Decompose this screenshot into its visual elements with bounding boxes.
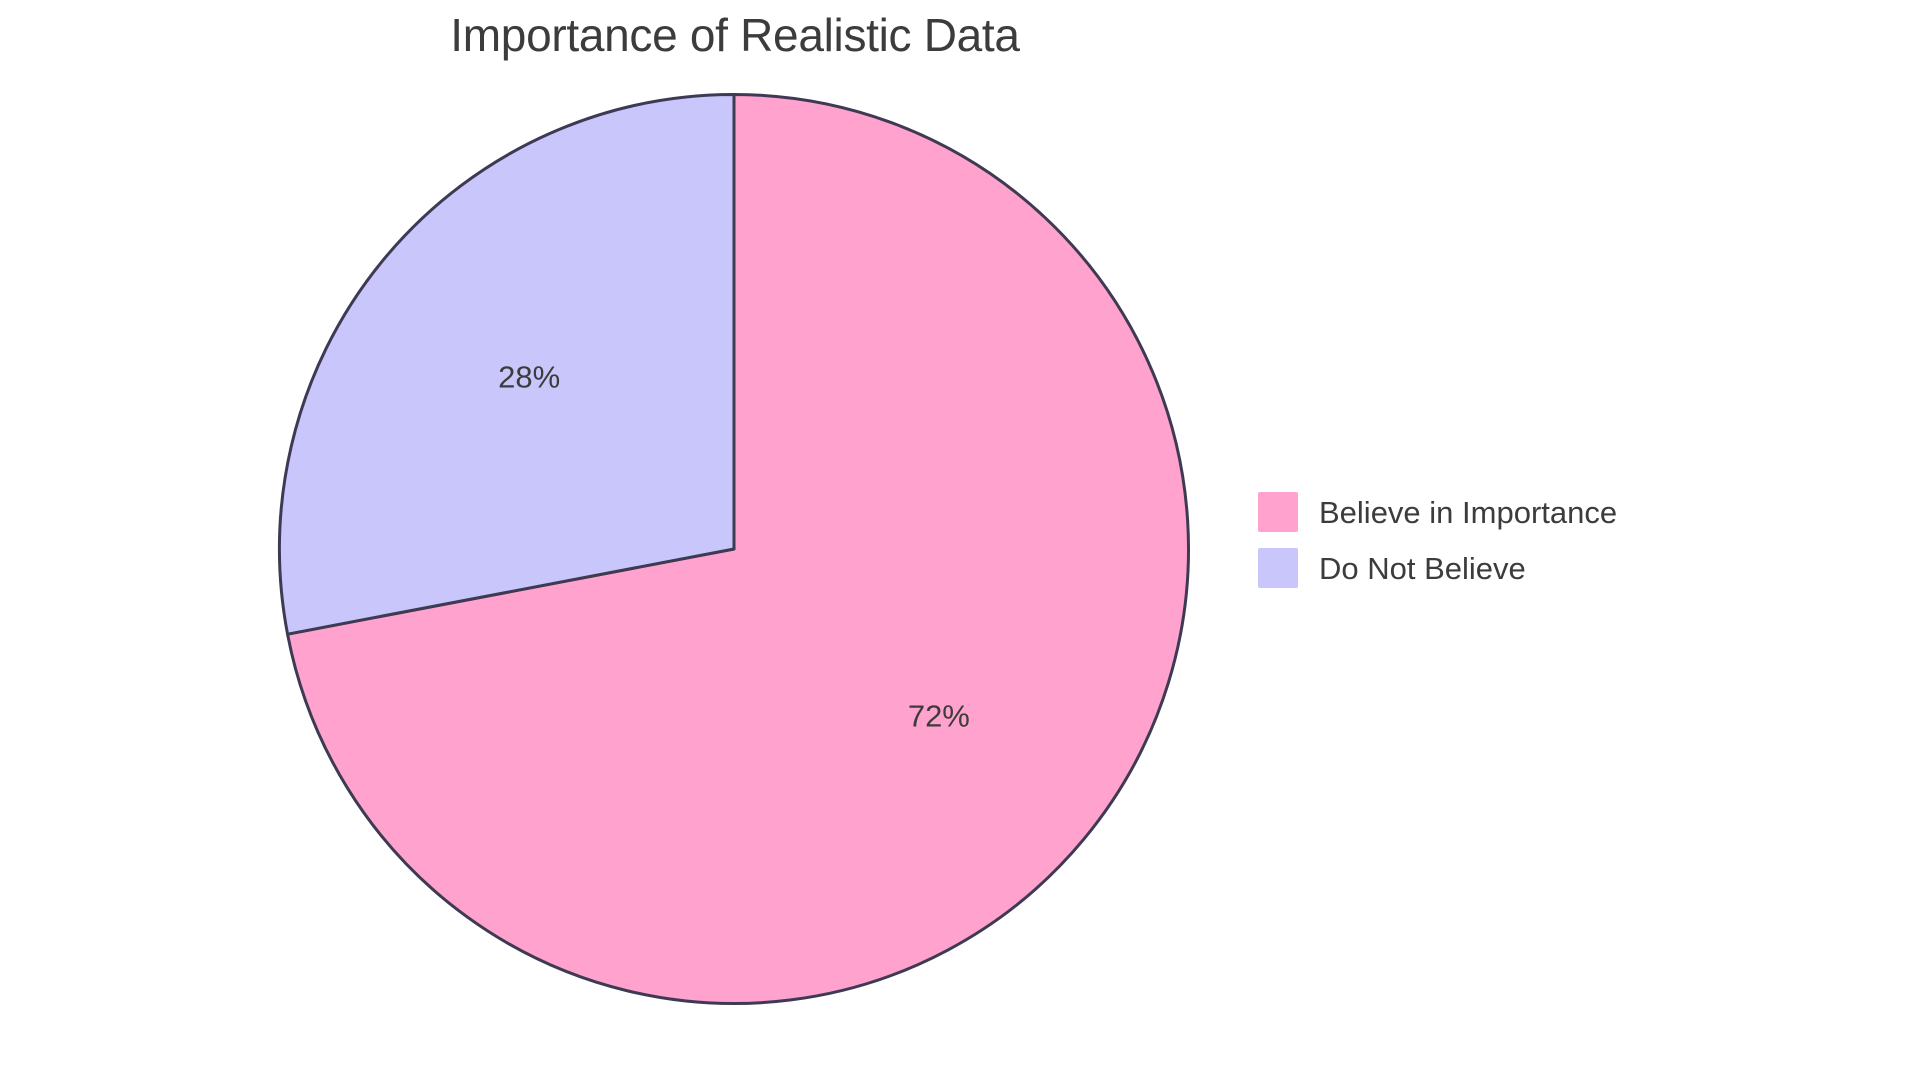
pie-plot-area: 72% 28% <box>278 93 1190 1005</box>
legend-swatch <box>1258 492 1298 532</box>
legend-item[interactable]: Do Not Believe <box>1258 548 1617 588</box>
pie-slice[interactable] <box>278 93 736 636</box>
legend-label: Believe in Importance <box>1319 494 1618 530</box>
pie-svg: 72% 28% <box>278 93 1190 1005</box>
pie-slice[interactable] <box>286 93 1190 1005</box>
chart-legend: Believe in Importance Do Not Believe <box>1258 492 1617 588</box>
pie-slice-label: 72% <box>908 699 970 734</box>
legend-item[interactable]: Believe in Importance <box>1258 492 1617 532</box>
pie-slice-label: 28% <box>498 360 560 395</box>
pie-slices <box>278 93 1190 1005</box>
chart-title: Importance of Realistic Data <box>450 9 1020 61</box>
pie-slice-labels: 72% 28% <box>498 360 970 734</box>
legend-label: Do Not Believe <box>1319 550 1526 586</box>
legend-swatch <box>1258 548 1298 588</box>
